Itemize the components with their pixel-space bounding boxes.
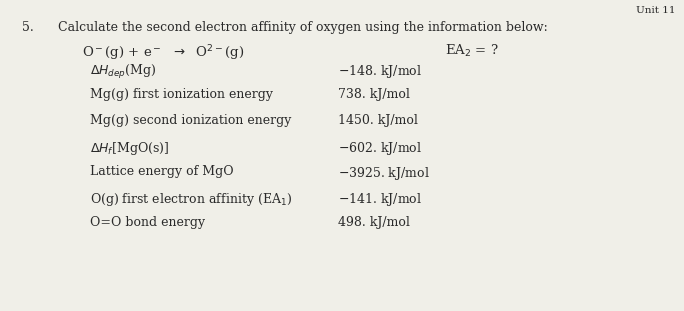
Text: $-$141. kJ/mol: $-$141. kJ/mol — [338, 191, 422, 207]
Text: $-$602. kJ/mol: $-$602. kJ/mol — [338, 140, 422, 156]
Text: $-$148. kJ/mol: $-$148. kJ/mol — [338, 63, 422, 80]
Text: Unit 11: Unit 11 — [637, 6, 676, 15]
Text: Lattice energy of MgO: Lattice energy of MgO — [90, 165, 234, 178]
Text: $\Delta H_f$[MgO(s)]: $\Delta H_f$[MgO(s)] — [90, 140, 169, 156]
Text: 738. kJ/mol: 738. kJ/mol — [338, 89, 410, 101]
Text: Mg(g) second ionization energy: Mg(g) second ionization energy — [90, 114, 291, 127]
Text: 1450. kJ/mol: 1450. kJ/mol — [338, 114, 418, 127]
Text: 5.: 5. — [22, 21, 34, 34]
Text: O=O bond energy: O=O bond energy — [90, 216, 205, 229]
Text: $-$3925. kJ/mol: $-$3925. kJ/mol — [338, 165, 430, 182]
Text: $\Delta H_{dep}$(Mg): $\Delta H_{dep}$(Mg) — [90, 63, 157, 81]
Text: Mg(g) first ionization energy: Mg(g) first ionization energy — [90, 89, 273, 101]
Text: O$^-$(g) + e$^-$  $\rightarrow$  O$^{2-}$(g): O$^-$(g) + e$^-$ $\rightarrow$ O$^{2-}$(… — [82, 43, 244, 63]
Text: O(g) first electron affinity (EA$_1$): O(g) first electron affinity (EA$_1$) — [90, 191, 292, 207]
Text: 498. kJ/mol: 498. kJ/mol — [338, 216, 410, 229]
Text: EA$_2$ = ?: EA$_2$ = ? — [445, 43, 499, 59]
Text: Calculate the second electron affinity of oxygen using the information below:: Calculate the second electron affinity o… — [58, 21, 548, 34]
